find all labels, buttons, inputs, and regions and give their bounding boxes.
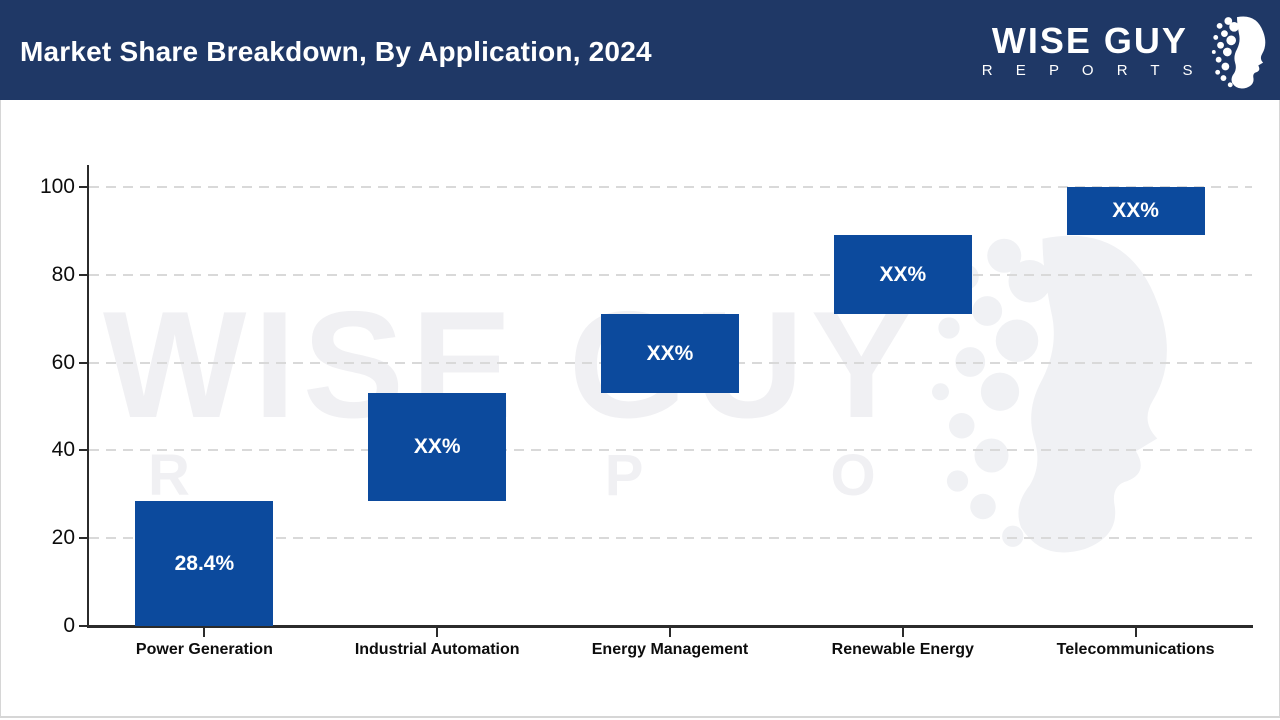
bar-segment: 28.4% bbox=[135, 501, 274, 626]
x-category-label: Energy Management bbox=[591, 641, 749, 658]
gridline bbox=[89, 186, 1252, 188]
header-band: Market Share Breakdown, By Application, … bbox=[0, 0, 1280, 100]
brand-subtitle-text: R E P O R T S bbox=[981, 62, 1202, 79]
x-tick-mark bbox=[901, 628, 904, 637]
bar-value-label: XX% bbox=[413, 435, 461, 459]
watermark-brand-text: WISE GUY bbox=[103, 280, 920, 450]
x-category-label: Industrial Automation bbox=[354, 641, 520, 658]
x-category-label: Telecommunications bbox=[1056, 641, 1215, 658]
y-tick-label: 80 bbox=[51, 262, 75, 286]
bar-value-label: XX% bbox=[646, 341, 694, 365]
y-tick-mark bbox=[79, 361, 88, 364]
bar-segment: XX% bbox=[368, 393, 507, 502]
y-axis-line bbox=[87, 165, 89, 627]
x-tick-mark bbox=[203, 628, 206, 637]
bar-segment: XX% bbox=[601, 314, 739, 394]
gridline bbox=[89, 449, 1252, 452]
x-tick-mark bbox=[1134, 628, 1137, 637]
y-tick-mark bbox=[79, 186, 88, 188]
x-axis-line bbox=[87, 625, 1253, 628]
bar-segment: XX% bbox=[1066, 187, 1205, 236]
brand-logo-text: WISE GUY R E P O R T S bbox=[978, 22, 1202, 80]
bar-segment: XX% bbox=[833, 235, 972, 315]
gridline bbox=[89, 537, 1252, 540]
x-category-label: Renewable Energy bbox=[831, 641, 974, 658]
y-tick-mark bbox=[79, 537, 88, 540]
page-title: Market Share Breakdown, By Application, … bbox=[20, 36, 652, 67]
y-tick-label: 100 bbox=[39, 175, 75, 198]
x-category-label: Power Generation bbox=[135, 641, 273, 658]
y-tick-label: 20 bbox=[51, 526, 75, 550]
bar-value-label: XX% bbox=[1112, 199, 1159, 223]
brand-logo: WISE GUY R E P O R T S bbox=[978, 10, 1266, 92]
face-logo-icon bbox=[1211, 16, 1266, 89]
x-tick-mark bbox=[669, 628, 671, 637]
y-tick-label: 40 bbox=[51, 438, 75, 462]
x-tick-mark bbox=[436, 628, 439, 637]
y-tick-label: 60 bbox=[51, 350, 75, 374]
gridline bbox=[89, 273, 1252, 276]
y-tick-mark bbox=[79, 625, 88, 627]
bar-value-label: 28.4% bbox=[174, 551, 235, 575]
y-tick-mark bbox=[79, 273, 88, 276]
y-tick-mark bbox=[79, 449, 88, 452]
bar-value-label: XX% bbox=[879, 262, 927, 286]
brand-name-text: WISE GUY bbox=[991, 20, 1188, 61]
y-tick-label: 0 bbox=[63, 614, 75, 637]
